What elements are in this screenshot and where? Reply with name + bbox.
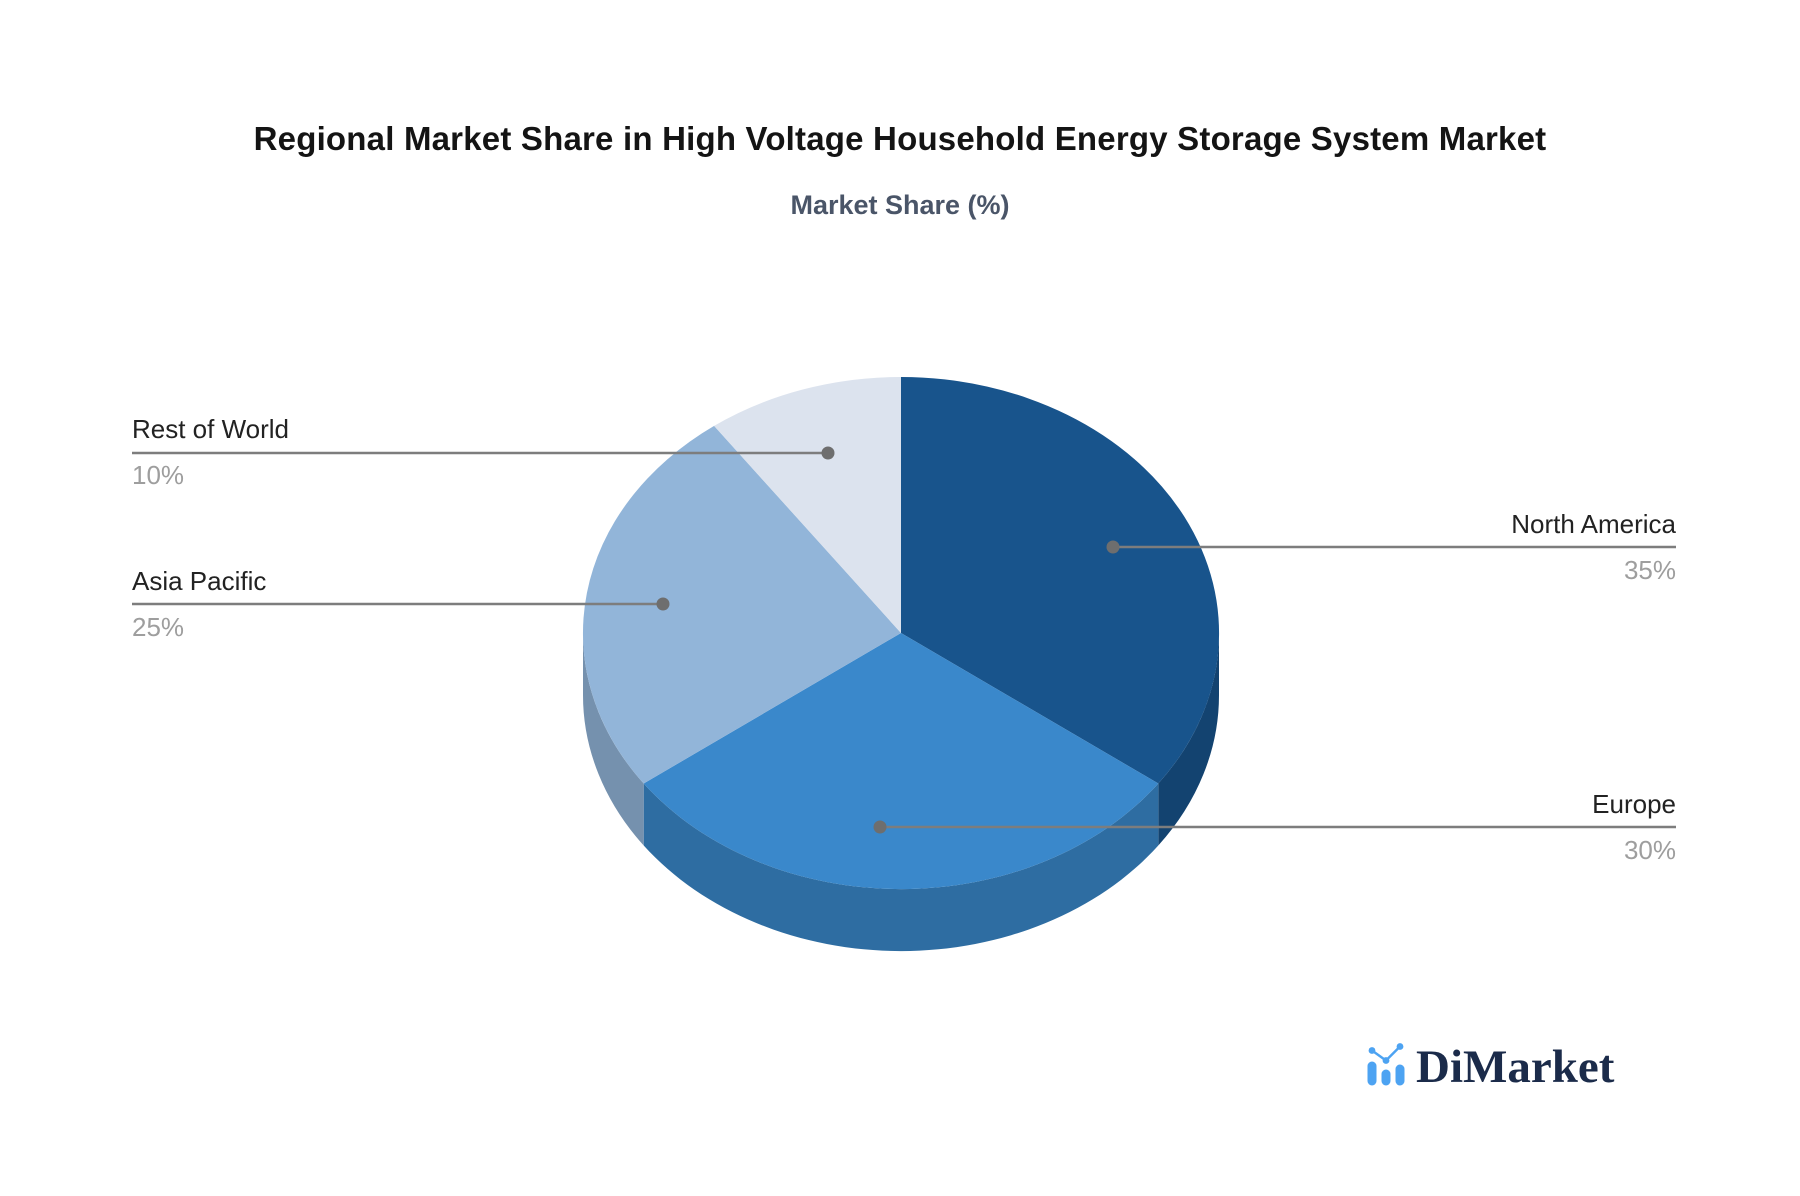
pie-slice-north-america[interactable]	[901, 376, 1220, 784]
pie-slice-side-asia-pacific	[582, 633, 644, 846]
pie-slice-europe[interactable]	[643, 633, 1159, 890]
pie-slice-rest-of-world[interactable]	[714, 377, 901, 633]
label-north-america: North America	[1511, 509, 1676, 539]
value-north-america: 35%	[1623, 555, 1676, 585]
value-rest-of-world: 10%	[132, 460, 185, 490]
bar-chart-sparkline-icon	[1367, 1043, 1405, 1086]
label-europe: Europe	[1592, 789, 1676, 819]
label-rest-of-world: Rest of World	[132, 414, 290, 444]
logo-wordmark: DiMarket	[1416, 1041, 1615, 1093]
pie-slice-side-north-america	[1158, 633, 1220, 846]
label-asia-pacific: Asia Pacific	[132, 566, 267, 596]
value-asia-pacific: 25%	[132, 612, 185, 642]
chart-subtitle: Market Share (%)	[790, 190, 1010, 220]
leader-dot-rest-of-world	[821, 446, 835, 460]
pie-slice-asia-pacific[interactable]	[582, 425, 901, 784]
dimarket-logo: DiMarket	[1363, 1040, 1693, 1110]
leader-dot-north-america	[1106, 540, 1120, 554]
pie-slice-side-europe	[643, 783, 1159, 952]
value-europe: 30%	[1623, 835, 1676, 865]
chart-title: Regional Market Share in High Voltage Ho…	[253, 120, 1547, 157]
leader-dot-europe	[873, 820, 887, 834]
leader-dot-asia-pacific	[656, 597, 670, 611]
